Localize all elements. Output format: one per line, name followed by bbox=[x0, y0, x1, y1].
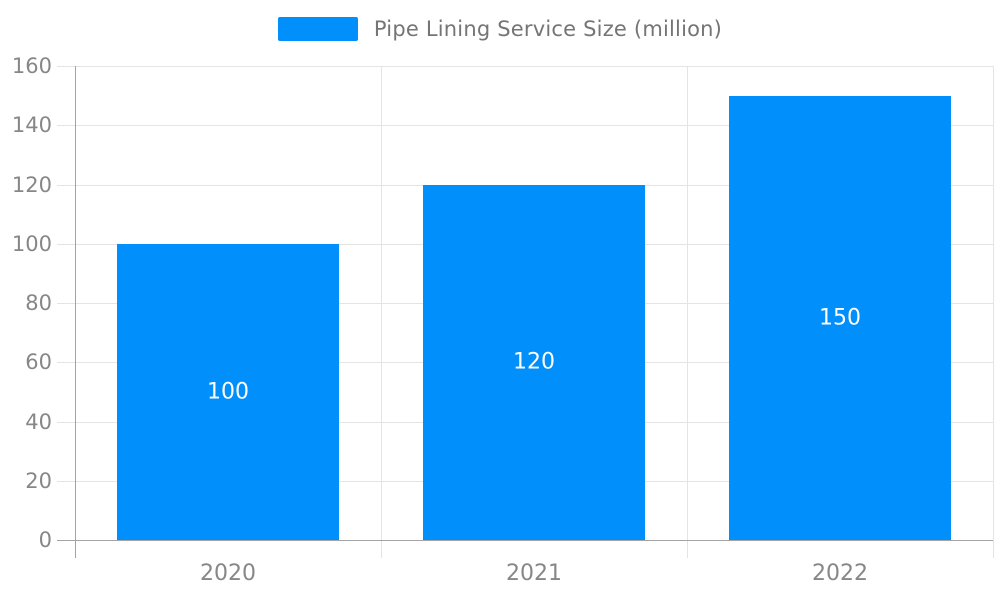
gridline-x-2 bbox=[687, 66, 688, 558]
y-axis-tick-label: 0 bbox=[38, 528, 52, 552]
legend-label: Pipe Lining Service Size (million) bbox=[373, 17, 723, 41]
legend-item[interactable]: Pipe Lining Service Size (million) bbox=[0, 17, 1000, 41]
gridline-y-160 bbox=[57, 66, 993, 67]
bar-value-label: 150 bbox=[819, 305, 861, 331]
bar-value-label: 120 bbox=[513, 349, 555, 375]
gridline-x-1 bbox=[381, 66, 382, 558]
y-axis-tick-label: 120 bbox=[11, 172, 52, 197]
x-axis-label-2021: 2021 bbox=[506, 561, 562, 586]
y-axis-tick-label: 80 bbox=[25, 291, 52, 315]
x-axis-label-2020: 2020 bbox=[200, 561, 256, 586]
y-axis-tick-label: 100 bbox=[11, 231, 52, 256]
bar-2021[interactable] bbox=[423, 184, 645, 540]
bar-value-label: 100 bbox=[207, 379, 249, 405]
y-axis-tick-label: 160 bbox=[11, 54, 52, 78]
y-axis-tick-label: 60 bbox=[25, 350, 52, 375]
gridline-y-140 bbox=[57, 125, 993, 127]
bar-2020[interactable] bbox=[117, 243, 339, 540]
y-axis-tick-label: 20 bbox=[25, 468, 52, 493]
x-axis-label-2022: 2022 bbox=[812, 561, 868, 586]
y-axis-line bbox=[75, 66, 76, 558]
bar-2022[interactable] bbox=[729, 95, 951, 540]
legend-swatch-icon bbox=[277, 17, 358, 41]
gridline-x-3 bbox=[993, 66, 994, 558]
x-axis-line bbox=[57, 540, 993, 541]
y-axis-tick-label: 40 bbox=[25, 409, 52, 434]
y-axis-tick-label: 140 bbox=[11, 113, 52, 138]
